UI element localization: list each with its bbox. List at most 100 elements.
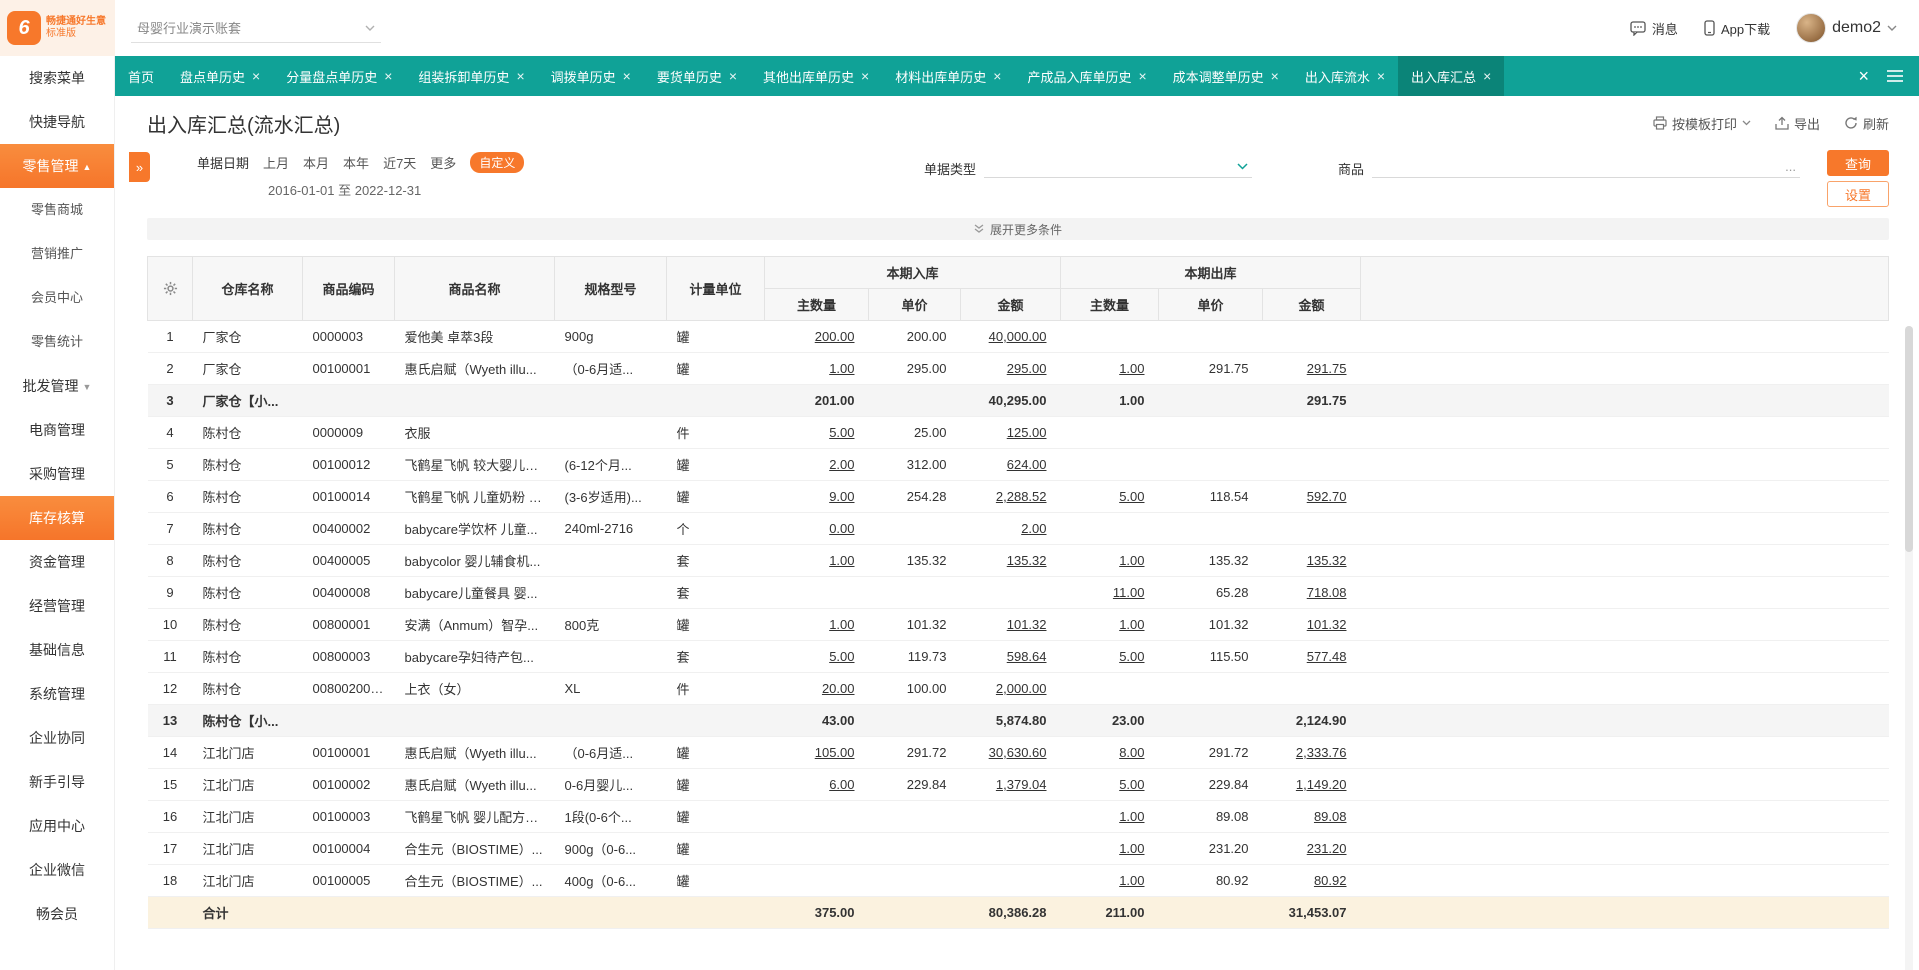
sidebar-item[interactable]: 电商管理 [0, 408, 114, 452]
table-row[interactable]: 11 陈村仓 00800003 babycare孕妇待产包... 套 5.00 119.73… [147, 640, 1889, 673]
table-row[interactable]: 10 陈村仓 00800001 安满（Anmum）智孕... 800克罐 1.00 101.… [147, 608, 1889, 641]
cell-out-qty[interactable]: 1.00 [1060, 832, 1159, 865]
cell-out-qty[interactable]: 1.00 [1060, 544, 1159, 577]
query-button[interactable]: 查询 [1827, 150, 1889, 176]
sidebar-item[interactable]: 搜索菜单 [0, 56, 114, 100]
print-by-template-button[interactable]: 按模板打印 [1653, 114, 1751, 133]
table-subtotal-row[interactable]: 13 陈村仓【小... 43.00 5,874.80 23.00 2,124.90 [147, 704, 1889, 737]
cell-in-qty[interactable]: 5.00 [764, 640, 869, 673]
tab-item[interactable]: 出入库流水 × [1292, 56, 1398, 96]
expand-more-conditions[interactable]: 展开更多条件 [147, 218, 1889, 240]
table-row[interactable]: 6 陈村仓 00100014 飞鹤星飞帆 儿童奶粉 4... (3-6岁适用)... 罐 9… [147, 480, 1889, 513]
cell-in-amount[interactable]: 40,000.00 [960, 320, 1061, 353]
table-row[interactable]: 15 江北门店 00100002 惠氏启赋（Wyeth illu... 0-6月婴儿..… [147, 768, 1889, 801]
tab-item[interactable]: 要货单历史 × [644, 56, 750, 96]
cell-out-qty[interactable]: 5.00 [1060, 480, 1159, 513]
table-row[interactable]: 4 陈村仓 0000009 衣服 件 5.00 25.00 125.00 [147, 416, 1889, 449]
settings-button[interactable]: 设置 [1827, 181, 1889, 207]
cell-in-qty[interactable]: 1.00 [764, 608, 869, 641]
sidebar-item[interactable]: 采购管理 [0, 452, 114, 496]
cell-in-qty[interactable]: 20.00 [764, 672, 869, 705]
cell-in-amount[interactable]: 295.00 [960, 352, 1061, 385]
scrollbar-thumb[interactable] [1905, 326, 1913, 552]
refresh-button[interactable]: 刷新 [1844, 114, 1889, 133]
cell-in-qty[interactable]: 5.00 [764, 416, 869, 449]
sidebar-item[interactable]: 快捷导航 [0, 100, 114, 144]
table-row[interactable]: 12 陈村仓 008002000... 上衣（女） XL 件 20.00 100.00 2,00… [147, 672, 1889, 705]
sidebar-item[interactable]: 营销推广 [0, 232, 114, 276]
cell-in-amount[interactable]: 125.00 [960, 416, 1061, 449]
ellipsis-picker-icon[interactable]: ... [1785, 159, 1797, 174]
cell-in-amount[interactable]: 30,630.60 [960, 736, 1061, 769]
cell-in-amount[interactable]: 2,000.00 [960, 672, 1061, 705]
tab-close-icon[interactable]: × [993, 68, 1002, 84]
user-menu[interactable]: demo2 [1796, 13, 1897, 43]
cell-in-amount[interactable]: 624.00 [960, 448, 1061, 481]
sidebar-item[interactable]: 资金管理 [0, 540, 114, 584]
cell-out-qty[interactable]: 8.00 [1060, 736, 1159, 769]
sidebar-item[interactable]: 系统管理 [0, 672, 114, 716]
cell-out-qty[interactable]: 1.00 [1060, 352, 1159, 385]
cell-out-qty[interactable]: 1.00 [1060, 864, 1159, 897]
table-row[interactable]: 17 江北门店 00100004 合生元（BIOSTIME）... 900g（0-6..… [147, 832, 1889, 865]
table-row[interactable]: 14 江北门店 00100001 惠氏启赋（Wyeth illu... （0-6月适..… [147, 736, 1889, 769]
column-settings-button[interactable] [147, 256, 193, 321]
tab-close-icon[interactable]: × [516, 68, 525, 84]
cell-out-amount[interactable]: 291.75 [1262, 352, 1361, 385]
tab-close-icon[interactable]: × [1270, 68, 1279, 84]
app-download-button[interactable]: App下载 [1704, 19, 1770, 38]
table-row[interactable]: 2 厂家仓 00100001 惠氏启赋（Wyeth illu... （0-6月适... 罐… [147, 352, 1889, 385]
tab-active[interactable]: 出入库汇总 × [1398, 56, 1505, 96]
cell-out-amount[interactable]: 718.08 [1262, 576, 1361, 609]
cell-in-amount[interactable]: 2.00 [960, 512, 1061, 545]
sidebar-item[interactable]: 应用中心 [0, 804, 114, 848]
table-row[interactable]: 18 江北门店 00100005 合生元（BIOSTIME）... 400g（0-6..… [147, 864, 1889, 897]
tab-close-icon[interactable]: × [622, 68, 631, 84]
table-row[interactable]: 7 陈村仓 00400002 babycare学饮杯 儿童... 240ml-2716 个… [147, 512, 1889, 545]
collapse-filter-button[interactable]: » [129, 152, 150, 182]
cell-out-amount[interactable]: 101.32 [1262, 608, 1361, 641]
doc-type-select[interactable] [984, 156, 1253, 178]
cell-out-amount[interactable]: 231.20 [1262, 832, 1361, 865]
sidebar-item[interactable]: 企业微信 [0, 848, 114, 892]
cell-out-qty[interactable]: 5.00 [1060, 640, 1159, 673]
cell-out-amount[interactable]: 2,333.76 [1262, 736, 1361, 769]
table-scrollbar[interactable] [1905, 326, 1913, 970]
date-quick-option[interactable]: 更多 [430, 156, 457, 171]
tab-close-icon[interactable]: × [861, 68, 870, 84]
tab-item[interactable]: 产成品入库单历史 × [1014, 56, 1159, 96]
sidebar-item[interactable]: 零售统计 [0, 320, 114, 364]
sidebar-item[interactable]: 零售管理 ▲ [0, 144, 114, 188]
cell-out-qty[interactable]: 11.00 [1060, 576, 1159, 609]
tab-list-menu-icon[interactable] [1887, 70, 1903, 82]
tab-close-icon[interactable]: × [252, 68, 261, 84]
date-quick-option[interactable]: 近7天 [383, 156, 417, 171]
cell-in-amount[interactable]: 598.64 [960, 640, 1061, 673]
tab-item[interactable]: 成本调整单历史 × [1160, 56, 1292, 96]
cell-in-qty[interactable]: 6.00 [764, 768, 869, 801]
tab-close-icon[interactable]: × [1483, 68, 1492, 84]
sidebar-item[interactable]: 新手引导 [0, 760, 114, 804]
cell-in-amount[interactable]: 2,288.52 [960, 480, 1061, 513]
product-picker-input[interactable]: ... [1372, 156, 1801, 178]
date-quick-option[interactable]: 本月 [303, 156, 330, 171]
table-row[interactable]: 5 陈村仓 00100012 飞鹤星飞帆 较大婴儿配... (6-12个月... 罐 2.0… [147, 448, 1889, 481]
cell-in-qty[interactable]: 2.00 [764, 448, 869, 481]
sidebar-item[interactable]: 会员中心 [0, 276, 114, 320]
export-button[interactable]: 导出 [1775, 114, 1820, 133]
cell-out-amount[interactable]: 135.32 [1262, 544, 1361, 577]
date-quick-option[interactable]: 本年 [343, 156, 370, 171]
tab-close-icon[interactable]: × [384, 68, 393, 84]
date-range-value[interactable]: 2016-01-01 至 2022-12-31 [268, 183, 422, 198]
cell-in-qty[interactable]: 9.00 [764, 480, 869, 513]
cell-out-amount[interactable]: 1,149.20 [1262, 768, 1361, 801]
cell-in-qty[interactable]: 105.00 [764, 736, 869, 769]
messages-button[interactable]: 消息 [1630, 19, 1678, 38]
tab-item[interactable]: 调拨单历史 × [538, 56, 644, 96]
sidebar-item[interactable]: 企业协同 [0, 716, 114, 760]
tab-close-icon[interactable]: × [1376, 68, 1386, 84]
tab-item[interactable]: 分量盘点单历史 × [273, 56, 405, 96]
tab-item[interactable]: 组装拆卸单历史 × [405, 56, 537, 96]
sidebar-item[interactable]: 基础信息 [0, 628, 114, 672]
tab-item[interactable]: 首页 [115, 56, 167, 96]
